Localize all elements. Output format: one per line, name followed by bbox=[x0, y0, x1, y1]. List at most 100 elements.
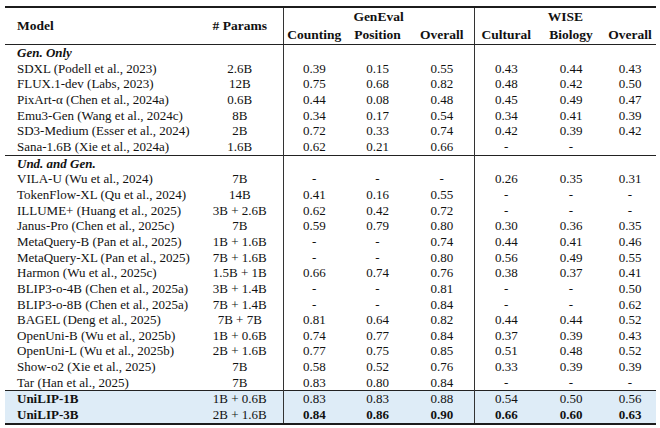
model-cell: PixArt-α (Chen et al., 2024a) bbox=[5, 92, 197, 108]
value-cell: 0.08 bbox=[345, 92, 410, 108]
value-cell: 0.50 bbox=[604, 281, 656, 297]
table-row: Harmon (Wu et al., 2025c)1.5B + 1B0.660.… bbox=[5, 265, 656, 281]
model-cell: SD3-Medium (Esser et al., 2024) bbox=[5, 123, 197, 139]
table-row: SDXL (Podell et al., 2023)2.6B0.390.150.… bbox=[5, 61, 656, 77]
value-cell: 0.64 bbox=[345, 312, 410, 328]
value-cell: - bbox=[538, 139, 604, 155]
model-cell: Show-o2 (Xie et al., 2025) bbox=[5, 359, 197, 375]
col-header-cultural: Cultural bbox=[474, 26, 538, 45]
value-cell: 0.35 bbox=[538, 171, 604, 187]
model-cell: Harmon (Wu et al., 2025c) bbox=[5, 265, 197, 281]
value-cell: 0.59 bbox=[283, 218, 345, 234]
params-cell: 1B + 0.6B bbox=[197, 391, 283, 407]
model-cell: UniLIP-3B bbox=[5, 407, 197, 424]
col-header-model: Model bbox=[5, 7, 197, 45]
table-row: BLIP3-o-4B (Chen et al., 2025a)3B + 1.4B… bbox=[5, 281, 656, 297]
params-cell: 2B + 1.6B bbox=[197, 343, 283, 359]
params-cell: 2B bbox=[197, 123, 283, 139]
value-cell: 0.41 bbox=[538, 234, 604, 250]
value-cell: 0.33 bbox=[474, 359, 538, 375]
params-cell: 3B + 1.4B bbox=[197, 281, 283, 297]
value-cell: 0.74 bbox=[345, 265, 410, 281]
table-row: Show-o2 (Xie et al., 2025)7B0.580.520.76… bbox=[5, 359, 656, 375]
section-label: Gen. Only bbox=[5, 45, 283, 61]
value-cell: 0.50 bbox=[538, 391, 604, 407]
value-cell: 0.48 bbox=[538, 343, 604, 359]
value-cell: 0.81 bbox=[410, 281, 474, 297]
value-cell: 0.41 bbox=[283, 187, 345, 203]
value-cell: 0.75 bbox=[283, 76, 345, 92]
value-cell: 0.43 bbox=[474, 61, 538, 77]
section-header-row: Und. and Gen. bbox=[5, 155, 656, 171]
model-cell: Emu3-Gen (Wang et al., 2024c) bbox=[5, 108, 197, 124]
value-cell: 0.84 bbox=[410, 297, 474, 313]
value-cell: 0.77 bbox=[345, 328, 410, 344]
value-cell: 0.62 bbox=[283, 139, 345, 155]
value-cell: - bbox=[283, 250, 345, 266]
value-cell: 0.55 bbox=[604, 250, 656, 266]
table-row: Tar (Han et al., 2025)7B0.830.800.84--- bbox=[5, 375, 656, 391]
value-cell: 0.52 bbox=[345, 359, 410, 375]
value-cell: 0.62 bbox=[283, 203, 345, 219]
value-cell: 0.76 bbox=[410, 359, 474, 375]
value-cell: 0.52 bbox=[604, 312, 656, 328]
value-cell: 0.54 bbox=[474, 391, 538, 407]
group-header-row: Model # Params GenEval WISE bbox=[5, 7, 656, 26]
section-spacer bbox=[283, 45, 474, 61]
value-cell: 0.17 bbox=[345, 108, 410, 124]
table-row: FLUX.1-dev (Labs, 2023)12B0.750.680.820.… bbox=[5, 76, 656, 92]
value-cell: 0.37 bbox=[538, 265, 604, 281]
col-header-geneval-overall: Overall bbox=[410, 26, 474, 45]
value-cell: 0.60 bbox=[538, 407, 604, 424]
value-cell: 0.55 bbox=[410, 187, 474, 203]
value-cell: - bbox=[474, 375, 538, 391]
col-header-biology: Biology bbox=[538, 26, 604, 45]
model-cell: BAGEL (Deng et al., 2025) bbox=[5, 312, 197, 328]
table-row: UniLIP-1B1B + 0.6B0.830.830.880.540.500.… bbox=[5, 391, 656, 407]
value-cell: 0.44 bbox=[538, 61, 604, 77]
model-cell: FLUX.1-dev (Labs, 2023) bbox=[5, 76, 197, 92]
value-cell: 0.39 bbox=[538, 328, 604, 344]
value-cell: - bbox=[474, 297, 538, 313]
params-cell: 3B + 2.6B bbox=[197, 203, 283, 219]
value-cell: 0.26 bbox=[474, 171, 538, 187]
value-cell: - bbox=[345, 281, 410, 297]
value-cell: 0.84 bbox=[410, 328, 474, 344]
value-cell: - bbox=[538, 281, 604, 297]
model-cell: Tar (Han et al., 2025) bbox=[5, 375, 197, 391]
col-header-position: Position bbox=[345, 26, 410, 45]
value-cell: - bbox=[538, 203, 604, 219]
params-cell: 12B bbox=[197, 76, 283, 92]
value-cell: - bbox=[345, 234, 410, 250]
value-cell: 0.43 bbox=[604, 61, 656, 77]
value-cell: 0.56 bbox=[604, 391, 656, 407]
params-cell: 7B bbox=[197, 359, 283, 375]
col-header-params: # Params bbox=[197, 7, 283, 45]
value-cell: 0.34 bbox=[283, 108, 345, 124]
value-cell: 0.41 bbox=[538, 108, 604, 124]
value-cell: 0.50 bbox=[604, 76, 656, 92]
value-cell: - bbox=[604, 203, 656, 219]
value-cell: 0.75 bbox=[345, 343, 410, 359]
model-cell: TokenFlow-XL (Qu et al., 2024) bbox=[5, 187, 197, 203]
value-cell: 0.48 bbox=[474, 76, 538, 92]
value-cell: 0.42 bbox=[345, 203, 410, 219]
col-header-counting: Counting bbox=[283, 26, 345, 45]
value-cell: - bbox=[345, 250, 410, 266]
params-cell: 2B + 1.6B bbox=[197, 407, 283, 424]
table-header: Model # Params GenEval WISE Counting Pos… bbox=[5, 7, 656, 45]
value-cell: 0.33 bbox=[345, 123, 410, 139]
value-cell: 0.42 bbox=[538, 76, 604, 92]
section-header-row: Gen. Only bbox=[5, 45, 656, 61]
value-cell: 0.36 bbox=[538, 218, 604, 234]
params-cell: 1.5B + 1B bbox=[197, 265, 283, 281]
table-body: Gen. OnlySDXL (Podell et al., 2023)2.6B0… bbox=[5, 45, 656, 424]
value-cell: - bbox=[283, 297, 345, 313]
table-row: BAGEL (Deng et al., 2025)7B + 7B0.810.64… bbox=[5, 312, 656, 328]
value-cell: 0.49 bbox=[538, 92, 604, 108]
model-cell: OpenUni-B (Wu et al., 2025b) bbox=[5, 328, 197, 344]
params-cell: 1B + 1.6B bbox=[197, 234, 283, 250]
table-row: PixArt-α (Chen et al., 2024a)0.6B0.440.0… bbox=[5, 92, 656, 108]
value-cell: 0.62 bbox=[604, 297, 656, 313]
value-cell: 0.80 bbox=[345, 375, 410, 391]
